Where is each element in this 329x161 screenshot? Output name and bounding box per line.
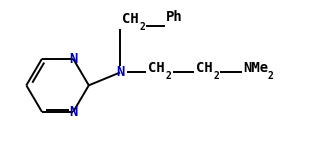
Text: 2: 2	[140, 22, 146, 32]
Text: 2: 2	[213, 71, 219, 81]
Text: N: N	[69, 105, 77, 119]
Text: CH: CH	[122, 12, 139, 26]
Text: Ph: Ph	[166, 10, 183, 24]
Text: CH: CH	[148, 61, 165, 75]
Text: N: N	[69, 52, 77, 66]
Text: 2: 2	[267, 71, 273, 81]
Text: 2: 2	[165, 71, 171, 81]
Text: CH: CH	[196, 61, 213, 75]
Text: NMe: NMe	[243, 61, 268, 75]
Text: N: N	[116, 66, 124, 79]
